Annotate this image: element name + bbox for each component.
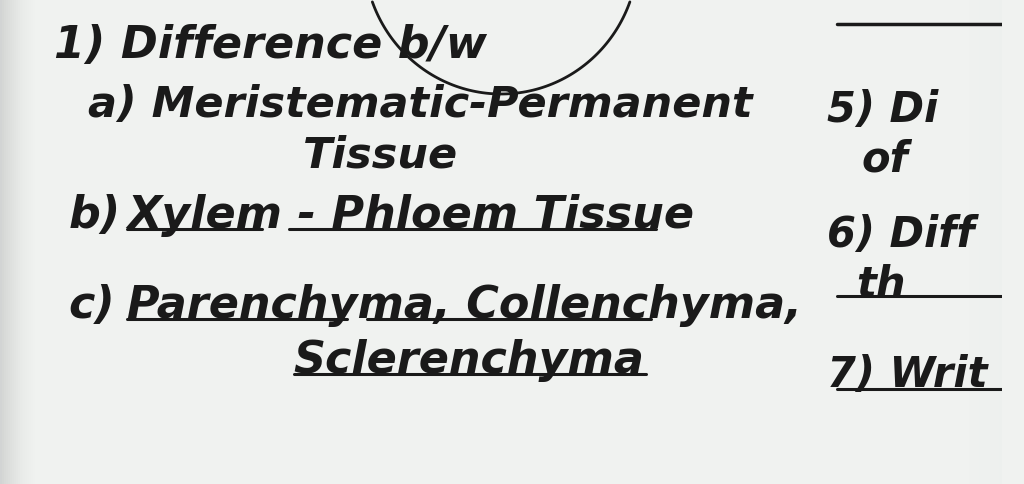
Bar [0,0,35,484]
Text: of: of [861,139,908,181]
Text: Sclerenchyma: Sclerenchyma [294,339,644,382]
Text: 6) Diff: 6) Diff [827,214,975,256]
Text: th: th [856,264,906,306]
Bar [0,0,4,484]
Text: Tissue: Tissue [303,134,459,176]
Text: c): c) [69,284,116,327]
Text: a) Meristematic-Permanent: a) Meristematic-Permanent [88,84,753,126]
Bar [0,0,24,484]
Text: Xylem - Phloem Tissue: Xylem - Phloem Tissue [127,194,694,237]
Bar [0,0,2,484]
Bar [0,0,17,484]
Bar [0,0,37,484]
Bar [0,0,19,484]
Bar [0,0,26,484]
Text: 1) Difference b/w: 1) Difference b/w [54,24,486,67]
Text: b): b) [69,194,121,237]
Bar [0,0,33,484]
Bar [0,0,32,484]
Bar [0,0,11,484]
Bar [0,0,28,484]
Bar [0,0,22,484]
Bar [0,0,8,484]
Text: 5) Di: 5) Di [827,89,938,131]
Bar [0,0,15,484]
Text: Parenchyma, Collenchyma,: Parenchyma, Collenchyma, [127,284,802,327]
Text: 7) Writ: 7) Writ [827,354,987,396]
Bar [0,0,10,484]
Bar [0,0,30,484]
Bar [0,0,13,484]
Bar [0,0,6,484]
